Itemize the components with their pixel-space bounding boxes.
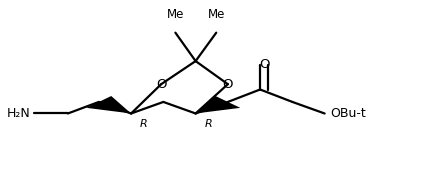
Polygon shape xyxy=(195,96,240,113)
Polygon shape xyxy=(86,96,131,113)
Text: Me: Me xyxy=(207,8,224,21)
Text: R: R xyxy=(140,119,148,129)
Text: O: O xyxy=(222,78,233,91)
Text: R: R xyxy=(204,119,212,129)
Text: O: O xyxy=(156,78,166,91)
Text: O: O xyxy=(259,58,269,71)
Text: OBu-t: OBu-t xyxy=(329,107,365,120)
Text: H₂N: H₂N xyxy=(6,107,30,120)
Text: Me: Me xyxy=(166,8,184,21)
